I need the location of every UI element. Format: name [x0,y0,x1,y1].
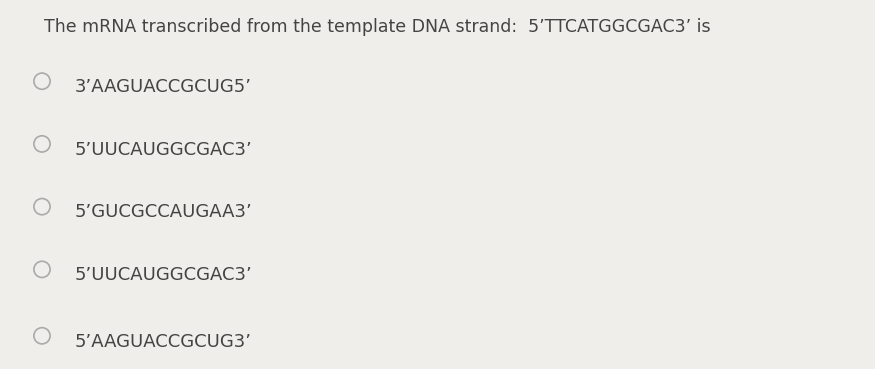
Text: 3’AAGUACCGCUG5’: 3’AAGUACCGCUG5’ [74,78,251,96]
Ellipse shape [34,73,50,89]
Text: The mRNA transcribed from the template DNA strand:  5’TTCATGGCGAC3’ is: The mRNA transcribed from the template D… [44,18,710,37]
Ellipse shape [34,261,50,277]
Text: 5’GUCGCCAUGAA3’: 5’GUCGCCAUGAA3’ [74,203,252,221]
Text: 5’UUCAUGGCGAC3’: 5’UUCAUGGCGAC3’ [74,141,252,159]
Ellipse shape [34,328,50,344]
Ellipse shape [34,136,50,152]
Text: 5’AAGUACCGCUG3’: 5’AAGUACCGCUG3’ [74,332,251,351]
Ellipse shape [34,199,50,215]
Text: 5’UUCAUGGCGAC3’: 5’UUCAUGGCGAC3’ [74,266,252,284]
